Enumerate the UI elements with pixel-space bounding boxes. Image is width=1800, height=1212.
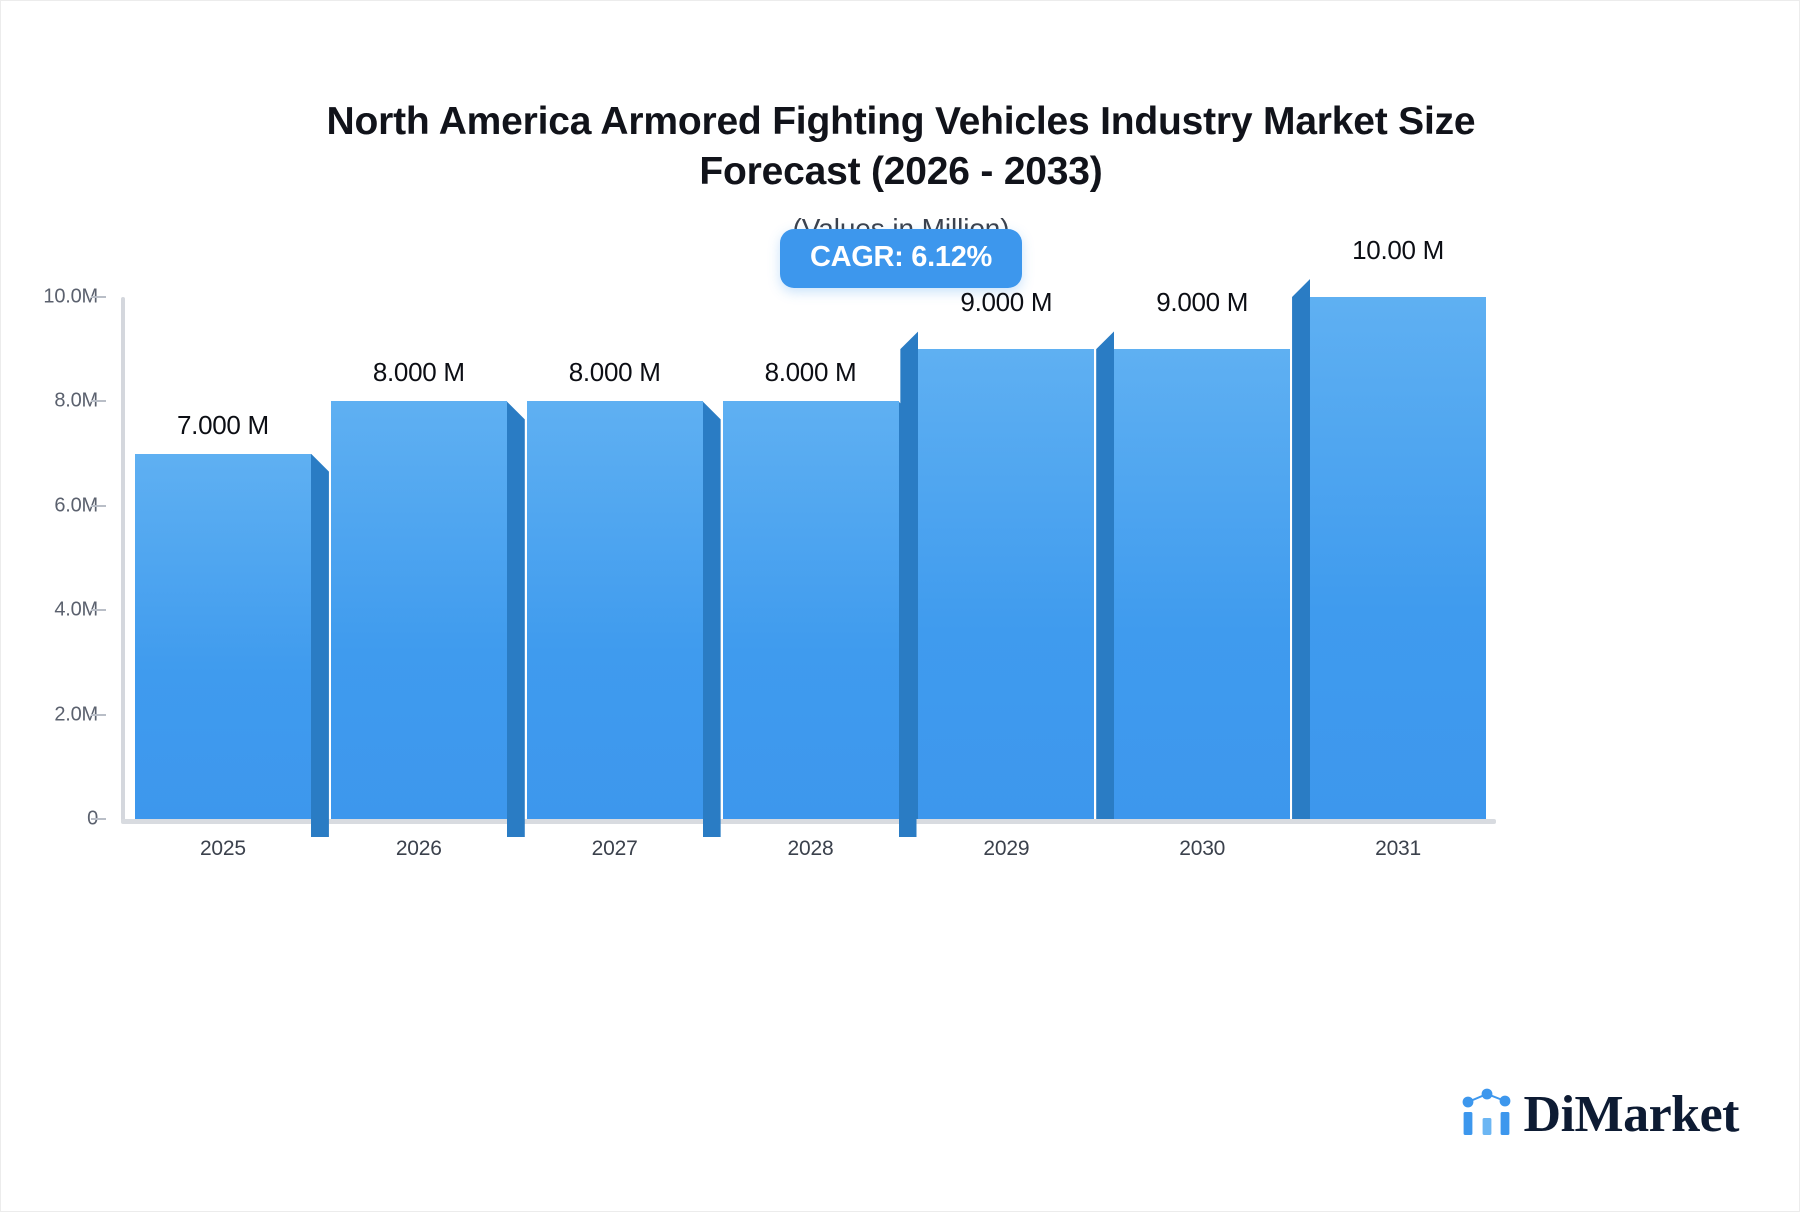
x-axis-line: [121, 819, 1496, 824]
bar-value-label: 9.000 M: [1156, 287, 1249, 318]
bar-value-label: 9.000 M: [960, 287, 1053, 318]
bar-2028[interactable]: [722, 401, 899, 819]
y-axis-tick-mark: [91, 609, 106, 612]
bar-value-label: 10.00 M: [1352, 235, 1444, 265]
bar-2026[interactable]: [330, 401, 507, 819]
bar-chart-icon: [1462, 1088, 1510, 1135]
bar-side-face: [702, 401, 721, 837]
y-axis-tick-mark: [91, 504, 106, 507]
chart-title: North America Armored Fighting Vehicles …: [326, 100, 1476, 193]
bar-side-face: [506, 401, 525, 837]
y-axis-tick-mark: [91, 296, 106, 298]
y-axis-tick-label: 8.0M: [54, 389, 98, 412]
x-axis-tick-label: 2027: [591, 837, 638, 860]
cagr-badge[interactable]: CAGR: 6.12%: [779, 229, 1023, 288]
bar-value-label: 7.000 M: [176, 409, 269, 440]
bar-value-label: 8.000 M: [372, 357, 465, 388]
bar-2030[interactable]: [1114, 349, 1291, 819]
y-axis-tick-mark: [91, 400, 106, 403]
bar-side-face: [900, 331, 919, 819]
bar-side-face: [1292, 279, 1311, 819]
chart-header: North America Armored Fighting Vehicles …: [131, 97, 1671, 245]
x-axis-tick-label: 2028: [787, 837, 834, 860]
bar-2025[interactable]: [134, 453, 311, 819]
x-axis-tick-label: 2029: [983, 837, 1030, 860]
y-axis-tick-mark: [91, 713, 106, 716]
bar-2027[interactable]: [526, 401, 703, 819]
x-axis-tick-label: 2031: [1375, 837, 1422, 860]
y-axis-tick-label: 10.0M: [43, 285, 98, 308]
y-axis-tick-label: 6.0M: [54, 494, 98, 517]
y-axis-tick-mark: [91, 818, 106, 820]
y-axis-tick-label: 4.0M: [54, 598, 98, 621]
bar-value-label: 8.000 M: [764, 357, 857, 388]
bar-side-face: [1096, 331, 1115, 819]
y-axis-tick-label: 0: [0, 808, 98, 831]
x-axis-tick-label: 2025: [199, 837, 246, 860]
bar-2031[interactable]: [1310, 297, 1487, 819]
bar-side-face: [310, 453, 329, 837]
y-axis-line: [121, 297, 125, 823]
brand-name: DiMarket: [1523, 1085, 1740, 1143]
x-axis-tick-label: 2026: [395, 837, 442, 860]
bar-value-label: 8.000 M: [568, 357, 661, 388]
bar-2029[interactable]: [918, 349, 1095, 819]
y-axis-tick-label: 2.0M: [54, 703, 98, 726]
brand-logo: DiMarket: [1460, 1085, 1740, 1143]
cagr-badge-container: CAGR: 6.12%: [1, 229, 1800, 288]
x-axis-tick-label: 2030: [1179, 837, 1226, 860]
